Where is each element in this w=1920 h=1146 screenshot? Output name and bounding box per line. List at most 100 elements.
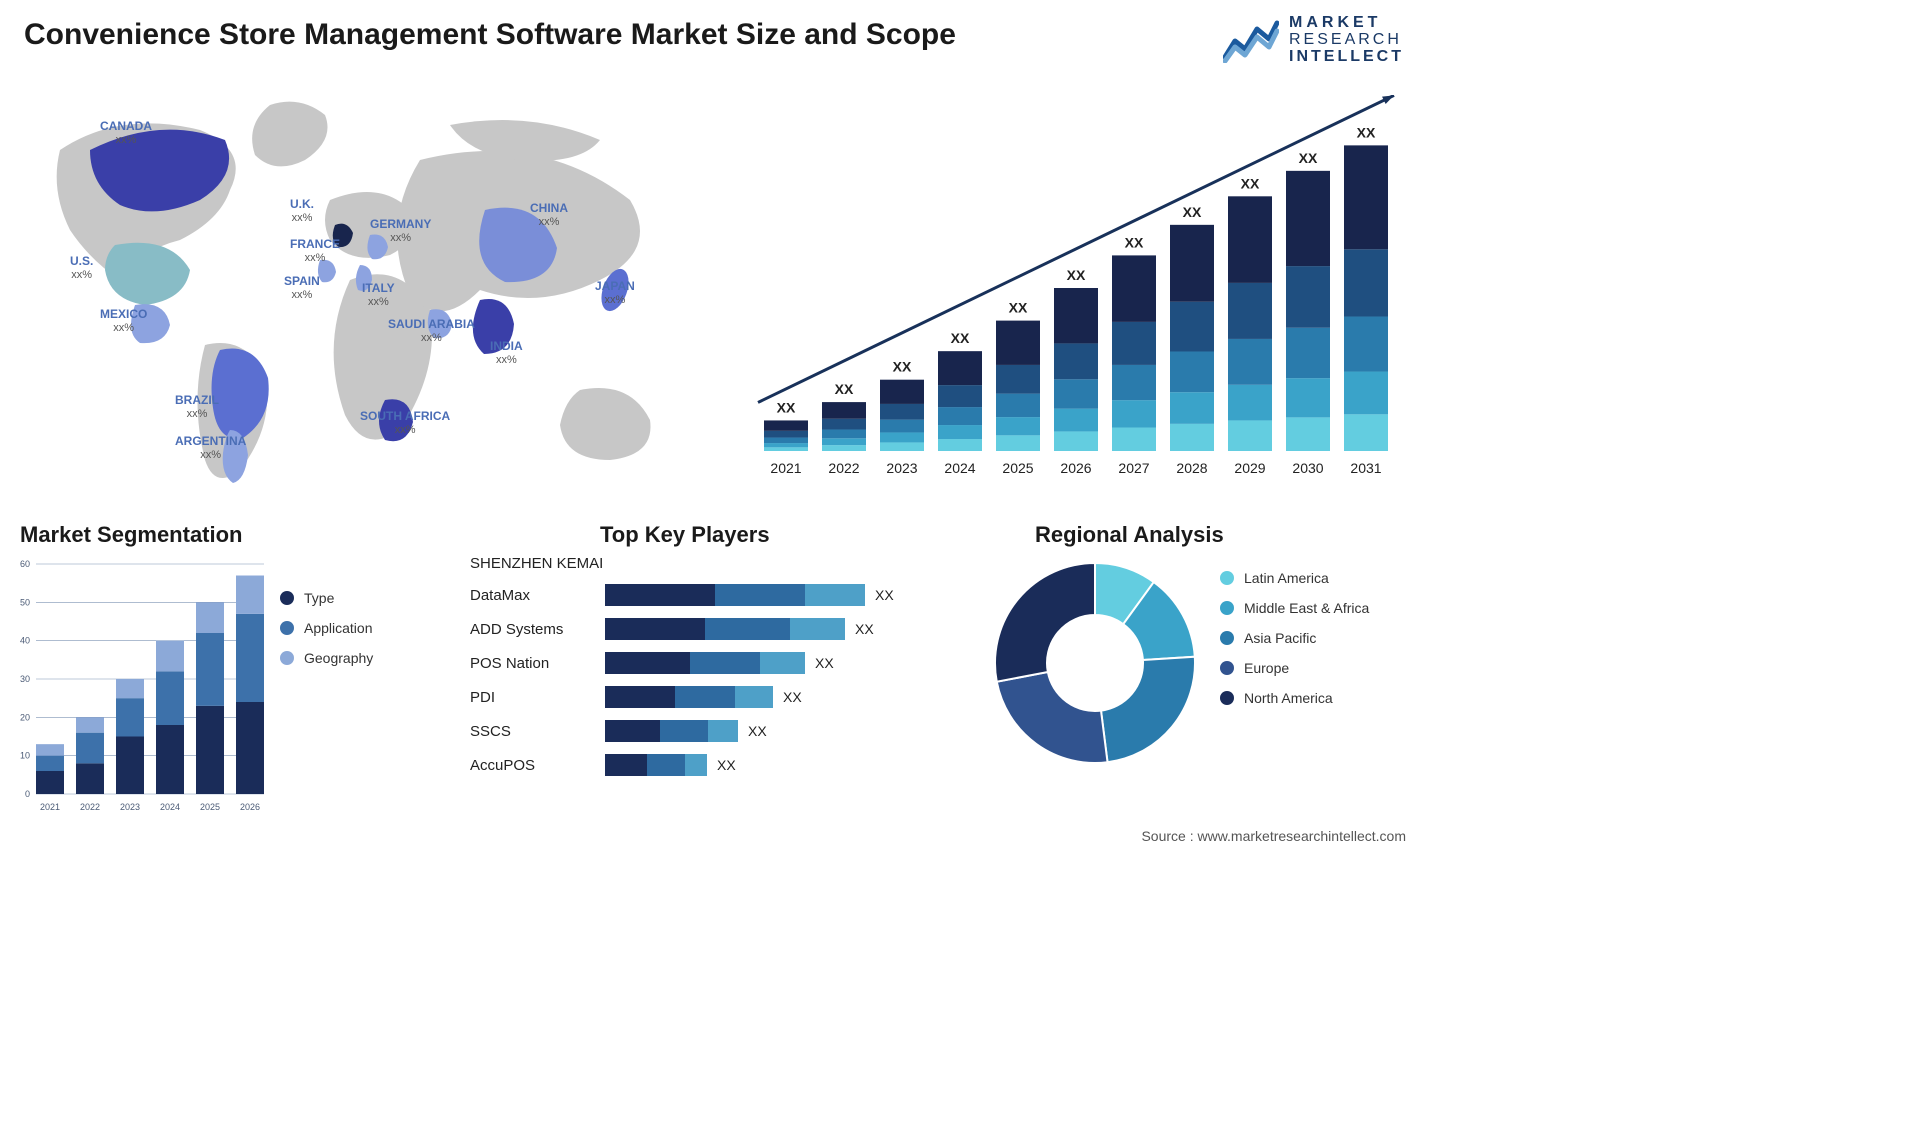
svg-text:XX: XX	[1357, 124, 1376, 140]
source-text: Source : www.marketresearchintellect.com	[1141, 828, 1406, 844]
segmentation-chart: 0 10 20 30 40 50 60 2021 2022 2023 2024 2025 2026	[10, 558, 270, 818]
map-label: SOUTH AFRICAxx%	[360, 410, 450, 436]
map-label: FRANCExx%	[290, 238, 340, 264]
legend-item: North America	[1220, 690, 1420, 706]
legend-item: Application	[280, 620, 420, 636]
svg-text:40: 40	[20, 636, 30, 646]
key-player-label: POS Nation	[470, 655, 605, 672]
svg-text:2028: 2028	[1176, 460, 1207, 476]
svg-text:2022: 2022	[828, 460, 859, 476]
svg-text:XX: XX	[1009, 300, 1028, 316]
key-player-bar	[605, 754, 707, 776]
world-map: CANADAxx% U.S.xx% MEXICOxx% BRAZILxx% ARGENT…	[20, 90, 710, 490]
svg-text:2022: 2022	[80, 802, 100, 812]
legend-item: Middle East & Africa	[1220, 600, 1420, 616]
key-player-bar	[605, 686, 773, 708]
regional-donut	[990, 558, 1200, 768]
key-players-chart: SHENZHEN KEMAI DataMaxXXADD SystemsXXPOS…	[470, 555, 960, 825]
svg-text:60: 60	[20, 559, 30, 569]
key-player-label: ADD Systems	[470, 621, 605, 638]
svg-text:2023: 2023	[120, 802, 140, 812]
key-player-value: XX	[855, 621, 874, 637]
svg-text:0: 0	[25, 789, 30, 799]
logo-text-1: MARKET	[1289, 15, 1404, 32]
svg-text:XX: XX	[1299, 150, 1318, 166]
map-label: INDIAxx%	[490, 340, 523, 366]
svg-text:XX: XX	[893, 359, 912, 375]
legend-item: Europe	[1220, 660, 1420, 676]
regional-title: Regional Analysis	[1035, 522, 1224, 548]
brand-logo: MARKET RESEARCH INTELLECT	[1223, 15, 1404, 65]
key-player-row: DataMax XX	[470, 578, 960, 612]
svg-text:2025: 2025	[1002, 460, 1033, 476]
map-label: U.S.xx%	[70, 255, 93, 281]
svg-text:XX: XX	[1183, 204, 1202, 220]
key-player-value: XX	[717, 757, 736, 773]
svg-text:2026: 2026	[240, 802, 260, 812]
svg-text:2026: 2026	[1060, 460, 1091, 476]
svg-text:20: 20	[20, 712, 30, 722]
svg-text:XX: XX	[835, 381, 854, 397]
logo-text-3: INTELLECT	[1289, 49, 1404, 66]
svg-text:30: 30	[20, 674, 30, 684]
map-label: MEXICOxx%	[100, 308, 147, 334]
key-player-row: POS Nation XX	[470, 646, 960, 680]
segmentation-legend: Type Application Geography	[280, 590, 420, 680]
key-player-bar	[605, 652, 805, 674]
market-size-chart: XX 2021 XX 2022 XX 2023 XX 2024 XX 2025 XX 2026 XX 20…	[746, 95, 1406, 485]
svg-text:2021: 2021	[40, 802, 60, 812]
legend-item: Latin America	[1220, 570, 1420, 586]
key-player-value: XX	[783, 689, 802, 705]
page-title: Convenience Store Management Software Ma…	[24, 18, 956, 52]
key-player-value: XX	[875, 587, 894, 603]
key-player-value: XX	[748, 723, 767, 739]
svg-text:2023: 2023	[886, 460, 917, 476]
key-players-subtitle: SHENZHEN KEMAI	[470, 555, 960, 572]
svg-text:XX: XX	[1067, 267, 1086, 283]
svg-text:2024: 2024	[160, 802, 180, 812]
svg-text:2030: 2030	[1292, 460, 1323, 476]
key-player-row: PDI XX	[470, 680, 960, 714]
map-label: CHINAxx%	[530, 202, 568, 228]
map-label: JAPANxx%	[595, 280, 635, 306]
map-label: GERMANYxx%	[370, 218, 431, 244]
logo-icon	[1223, 17, 1279, 63]
key-player-value: XX	[815, 655, 834, 671]
segmentation-title: Market Segmentation	[20, 522, 243, 548]
key-player-label: SSCS	[470, 723, 605, 740]
regional-legend: Latin America Middle East & Africa Asia Pa…	[1220, 570, 1420, 720]
map-label: BRAZILxx%	[175, 394, 219, 420]
svg-text:10: 10	[20, 751, 30, 761]
key-player-bar	[605, 720, 738, 742]
svg-text:50: 50	[20, 597, 30, 607]
key-player-row: ADD Systems XX	[470, 612, 960, 646]
key-players-title: Top Key Players	[600, 522, 770, 548]
key-player-row: SSCS XX	[470, 714, 960, 748]
svg-text:XX: XX	[777, 399, 796, 415]
legend-item: Geography	[280, 650, 420, 666]
map-label: CANADAxx%	[100, 120, 152, 146]
legend-item: Asia Pacific	[1220, 630, 1420, 646]
logo-text-2: RESEARCH	[1289, 32, 1404, 49]
svg-text:2024: 2024	[944, 460, 975, 476]
key-player-label: DataMax	[470, 587, 605, 604]
svg-text:XX: XX	[951, 330, 970, 346]
map-label: ARGENTINAxx%	[175, 435, 246, 461]
key-player-bar	[605, 618, 845, 640]
map-label: ITALYxx%	[362, 282, 395, 308]
svg-text:2029: 2029	[1234, 460, 1265, 476]
svg-text:2027: 2027	[1118, 460, 1149, 476]
svg-text:XX: XX	[1241, 175, 1260, 191]
map-label: SPAINxx%	[284, 275, 320, 301]
svg-text:2025: 2025	[200, 802, 220, 812]
key-player-label: AccuPOS	[470, 757, 605, 774]
svg-text:2021: 2021	[770, 460, 801, 476]
svg-text:XX: XX	[1125, 234, 1144, 250]
key-player-label: PDI	[470, 689, 605, 706]
map-label: U.K.xx%	[290, 198, 314, 224]
key-player-bar	[605, 584, 865, 606]
map-label: SAUDI ARABIAxx%	[388, 318, 475, 344]
key-player-row: AccuPOS XX	[470, 748, 960, 782]
svg-text:2031: 2031	[1350, 460, 1381, 476]
legend-item: Type	[280, 590, 420, 606]
